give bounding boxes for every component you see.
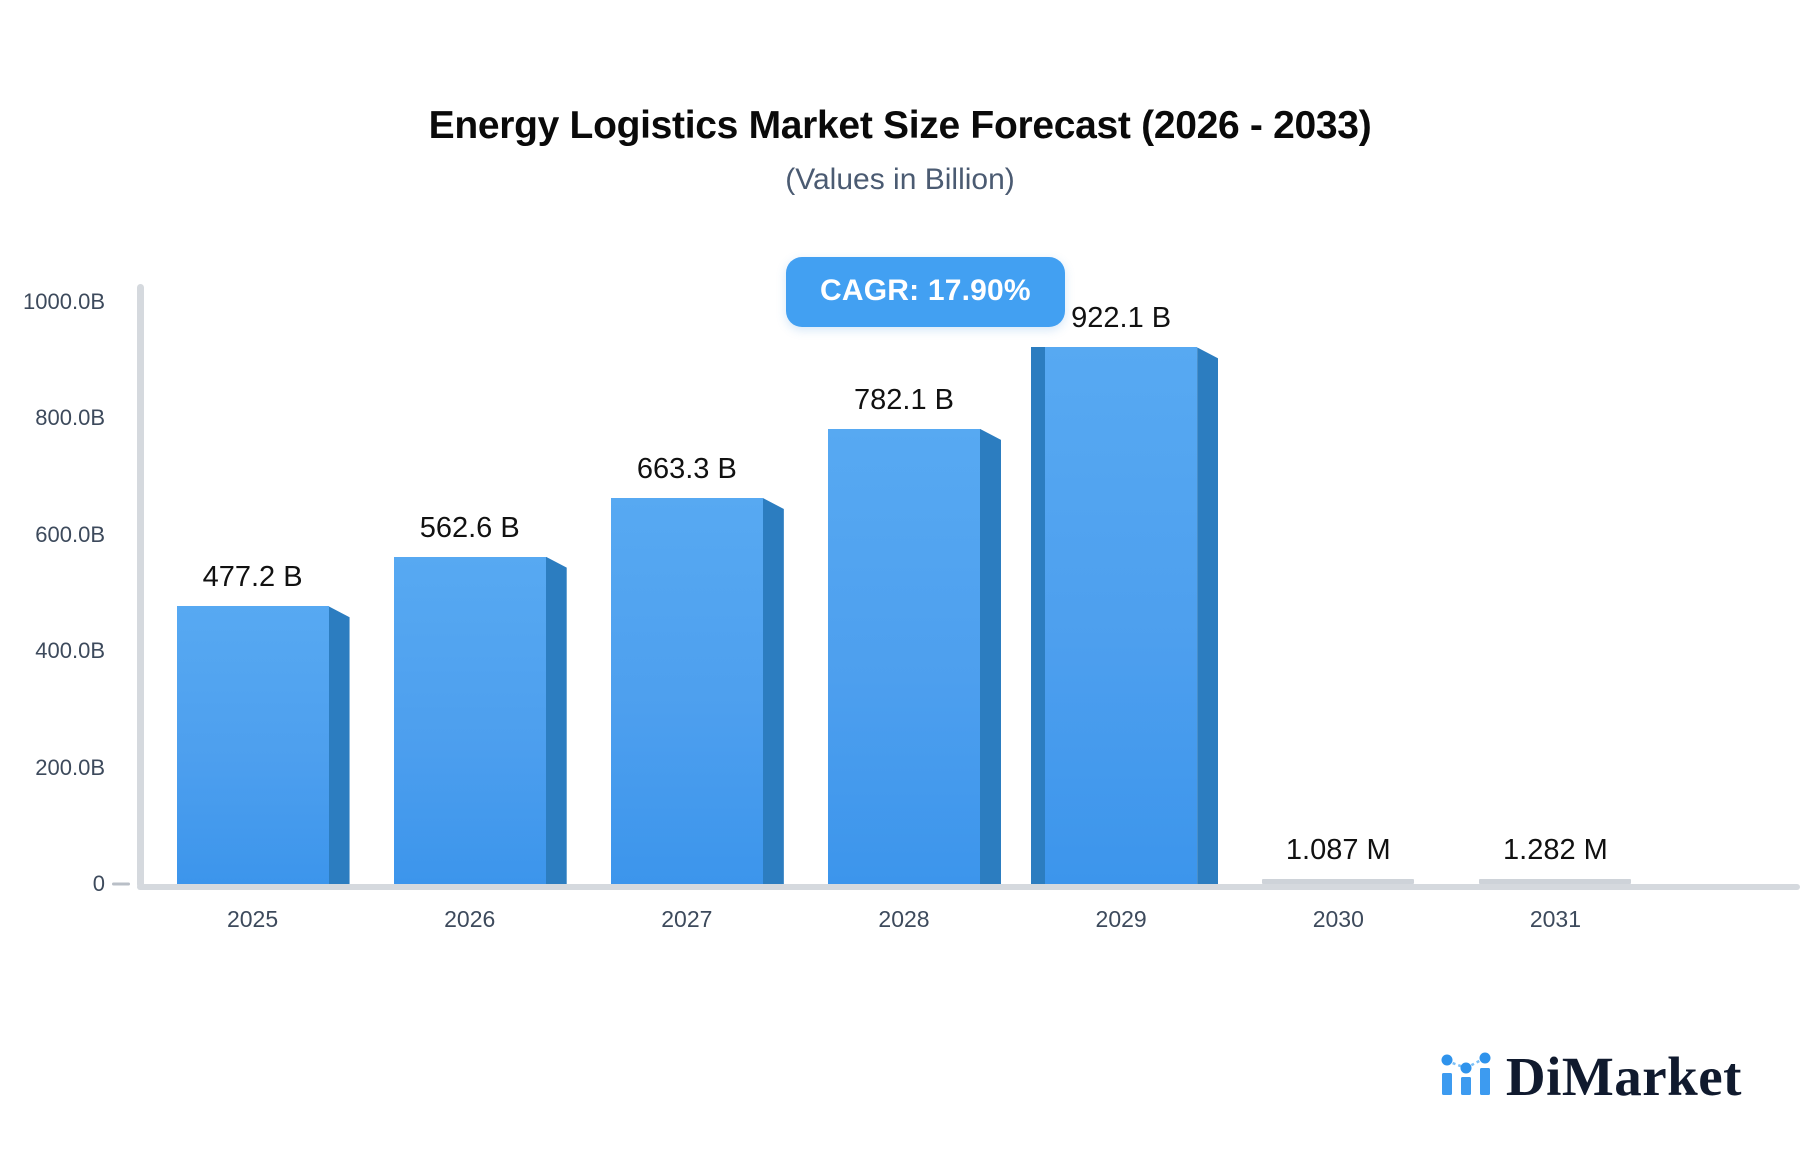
y-axis-tick-label: 800.0B (35, 405, 105, 431)
bar-group[interactable]: 782.1 B (828, 270, 1001, 884)
bar-face (393, 556, 546, 884)
bar-face (176, 606, 329, 884)
bar[interactable] (1031, 347, 1219, 884)
bar-value-label: 562.6 B (419, 511, 520, 544)
title-block: Energy Logistics Market Size Forecast (2… (0, 104, 1800, 197)
bar-face (1262, 879, 1415, 884)
x-axis-tick-label: 2031 (1529, 906, 1582, 932)
x-axis-tick-label: 2030 (1312, 906, 1364, 932)
x-axis-tick-label: 2025 (226, 906, 279, 932)
logo-wordmark: DiMarket (1505, 1046, 1742, 1107)
bar-left-shadow (1031, 347, 1046, 884)
y-axis-line (137, 284, 144, 888)
y-axis-tick-label: 400.0B (35, 638, 105, 664)
chart-title: Energy Logistics Market Size Forecast (2… (428, 104, 1372, 147)
y-axis-tick-label: 600.0B (35, 521, 105, 547)
bar-face (1045, 347, 1198, 884)
bar[interactable] (610, 497, 784, 884)
x-axis-tick-label: 2029 (1095, 906, 1147, 932)
bar-value-label: 1.282 M (1503, 834, 1608, 866)
bar-group[interactable]: 562.6 B (393, 270, 567, 884)
bar-group[interactable]: 1.087 M (1262, 270, 1415, 884)
y-axis-tick-label: 200.0B (35, 754, 105, 780)
bar-side-shadow (328, 606, 350, 884)
bar-chart-dots-icon (1440, 1051, 1492, 1102)
bar-side-shadow (980, 428, 1001, 884)
bar[interactable] (828, 428, 1001, 884)
bar[interactable] (1262, 879, 1415, 884)
bar-value-label: 922.1 B (1071, 302, 1172, 335)
y-axis-tick-label: 1000.0B (23, 289, 105, 314)
chart-subtitle: (Values in Billion) (785, 162, 1015, 196)
x-axis-line (137, 884, 1800, 890)
bar-face (1479, 879, 1632, 884)
bar-side-shadow (1197, 347, 1219, 884)
bar-series: 477.2 B 562.6 B 663.3 B 782.1 B 922.1 B 1.087… (144, 270, 1664, 884)
bar-value-label: 663.3 B (636, 452, 737, 485)
y-axis-tick-mark (112, 882, 130, 886)
x-axis-tick-label: 2027 (661, 906, 713, 932)
bar-face (828, 428, 980, 884)
bar[interactable] (176, 606, 350, 884)
bar-value-label: 782.1 B (854, 383, 954, 416)
bar[interactable] (393, 556, 567, 884)
cagr-badge: CAGR: 17.90% (786, 257, 1065, 327)
x-axis-tick-label: 2026 (444, 906, 496, 932)
bar-face (610, 497, 763, 884)
y-axis: 1000.0B 800.0B 600.0B 400.0B 200.0B 0 (0, 270, 105, 896)
plot-area: 1000.0B 800.0B 600.0B 400.0B 200.0B 0 477.2 B… (0, 270, 1800, 932)
x-axis: 2025 2026 2027 2028 2029 2030 2031 (144, 906, 1664, 948)
brand-logo: DiMarket (1440, 1049, 1742, 1104)
bar[interactable] (1479, 879, 1632, 884)
y-axis-tick-label: 0 (92, 871, 105, 896)
bar-value-label: 1.087 M (1285, 834, 1391, 866)
x-axis-tick-label: 2028 (878, 906, 930, 932)
bar-group[interactable]: 1.282 M (1479, 270, 1632, 884)
bar-side-shadow (762, 497, 784, 884)
bar-group[interactable]: 477.2 B (176, 270, 350, 884)
bar-side-shadow (545, 556, 567, 884)
bar-group[interactable]: 663.3 B (610, 270, 784, 884)
bar-group[interactable]: 922.1 B (1031, 270, 1219, 884)
bar-value-label: 477.2 B (202, 561, 303, 594)
